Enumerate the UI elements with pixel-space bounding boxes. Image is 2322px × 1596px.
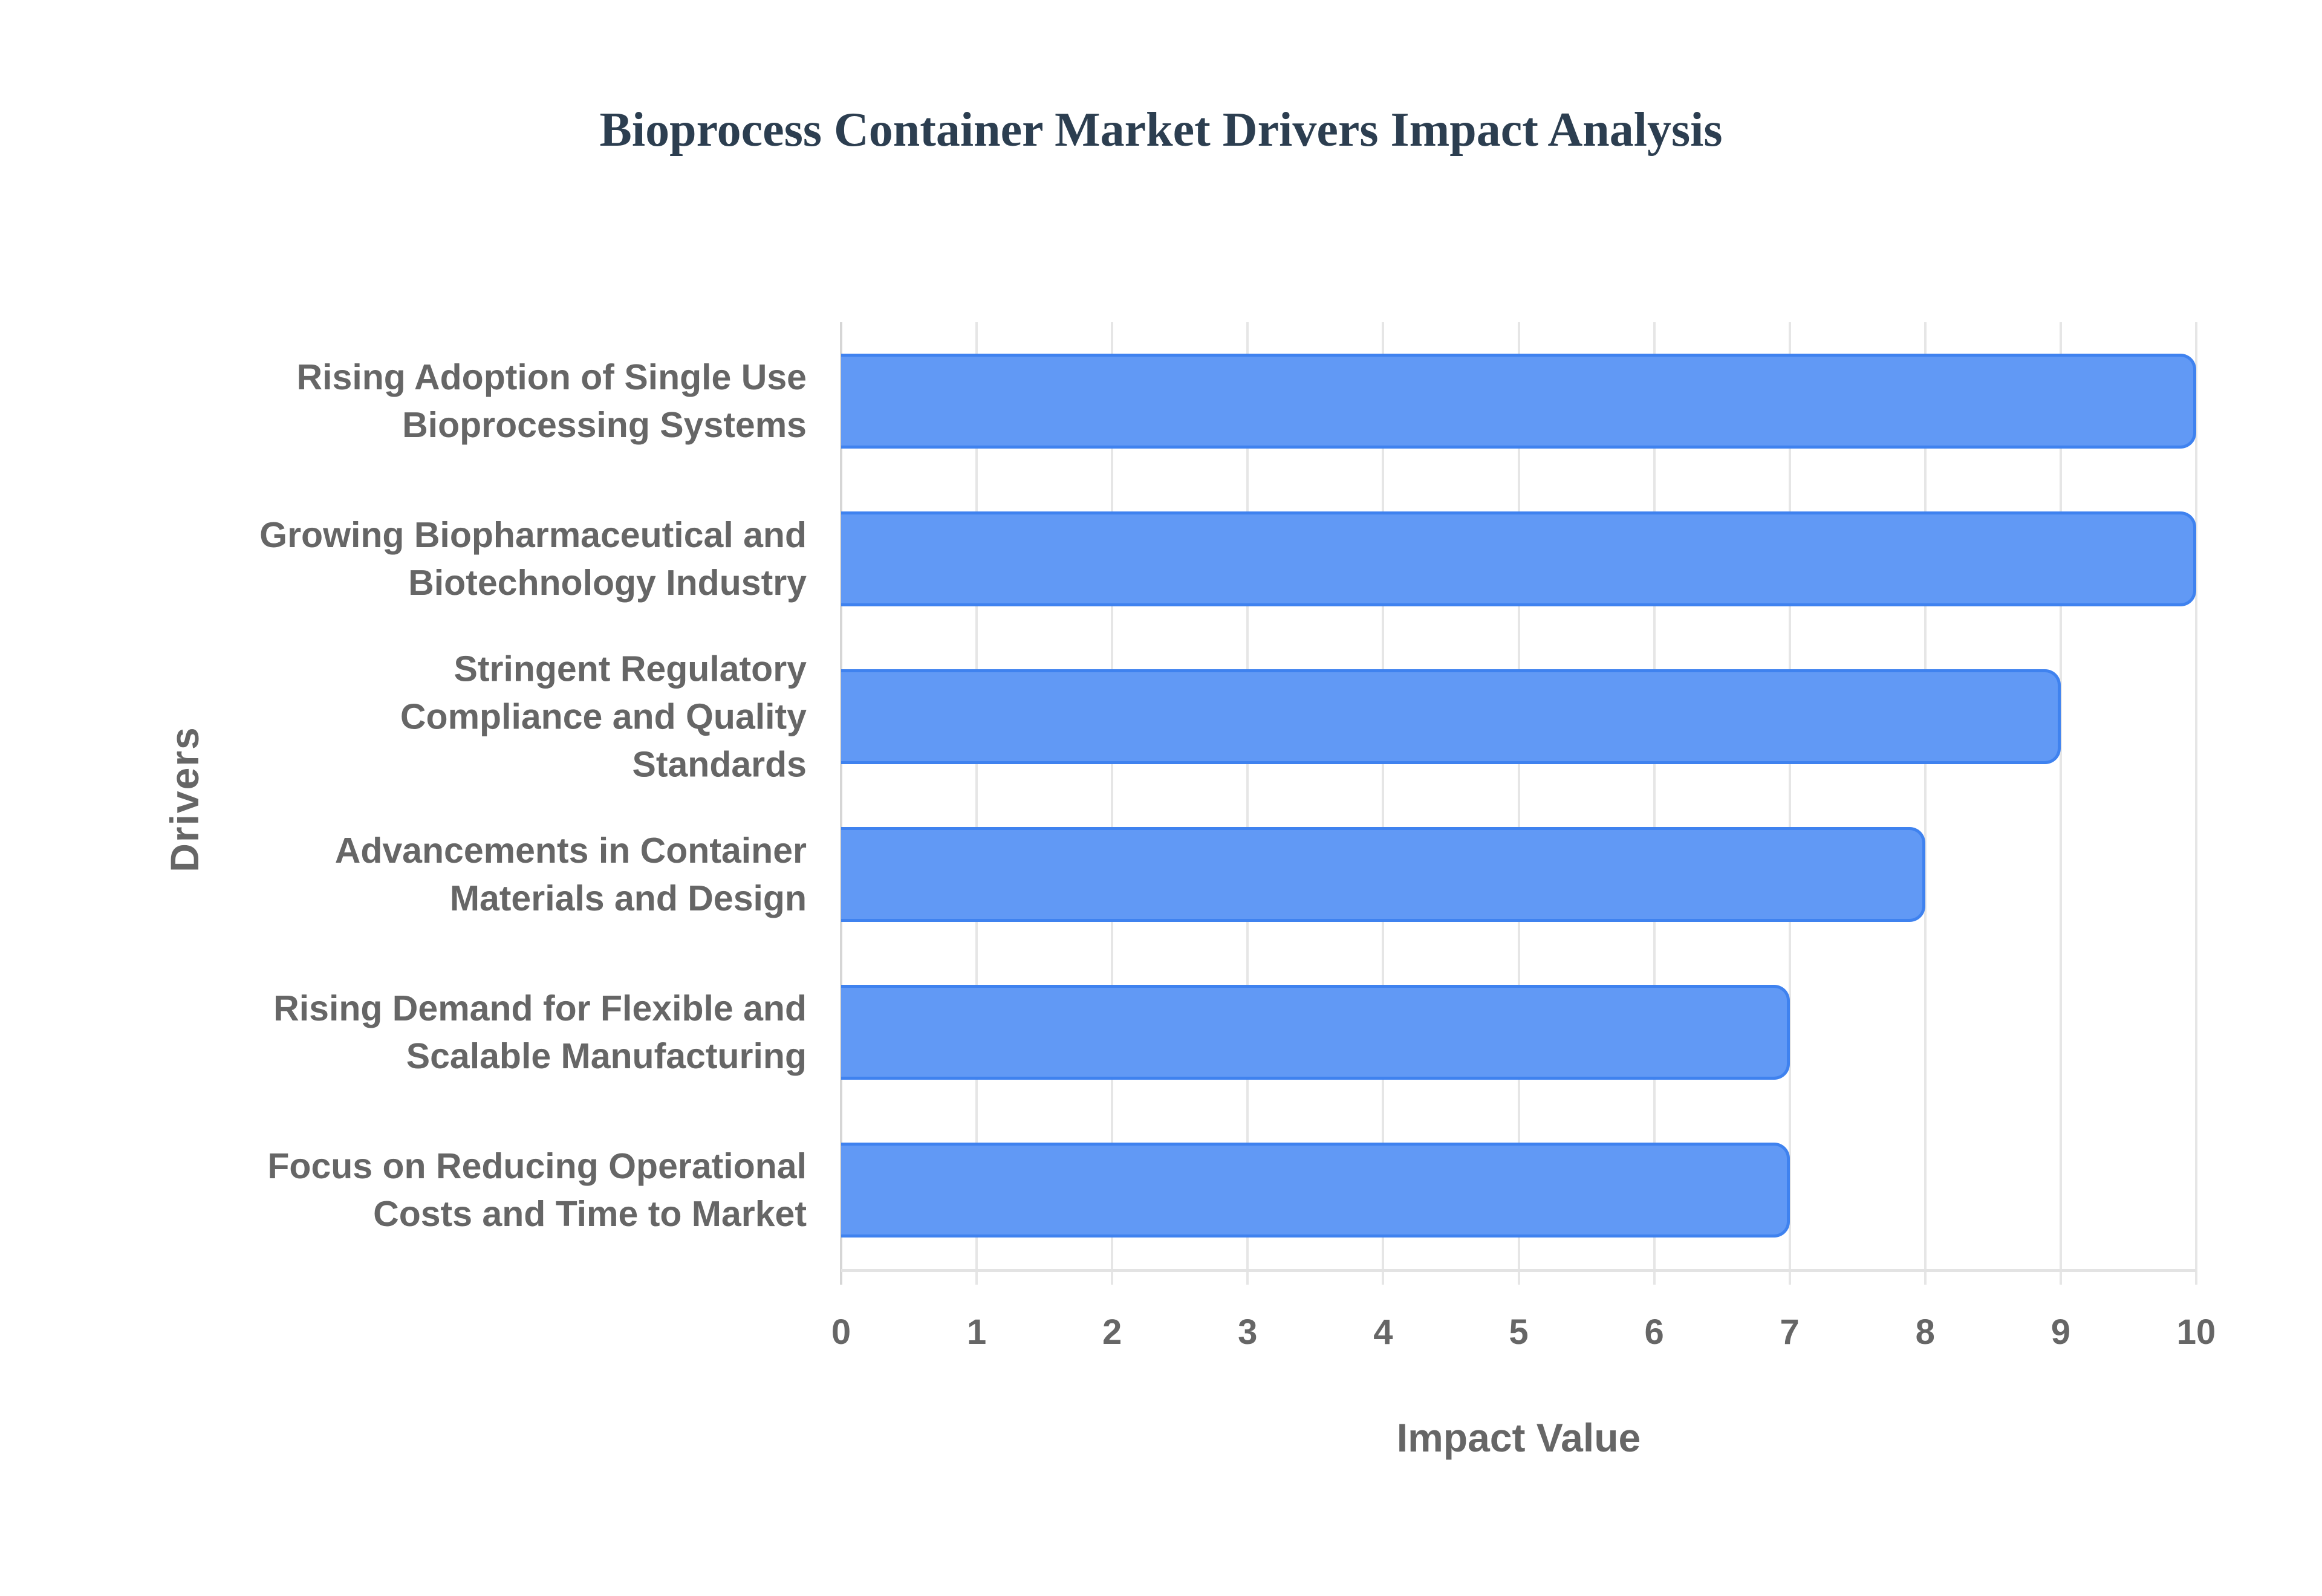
y-tick-label-line: Costs and Time to Market xyxy=(373,1193,807,1234)
gridline xyxy=(1788,322,1791,1285)
y-tick-label-line: Materials and Design xyxy=(449,878,807,918)
x-tick-label: 1 xyxy=(966,1312,987,1352)
gridline xyxy=(1246,322,1249,1285)
x-tick-label: 3 xyxy=(1238,1312,1258,1352)
gridline xyxy=(1924,322,1927,1285)
gridline xyxy=(2195,322,2197,1285)
gridline xyxy=(1111,322,1114,1285)
y-tick-label: Growing Biopharmaceutical and Biotechnolo… xyxy=(141,511,807,607)
y-tick-label: Stringent Regulatory Compliance and Quali… xyxy=(141,645,807,788)
x-tick-label: 9 xyxy=(2050,1312,2071,1352)
bar[interactable] xyxy=(841,669,2061,764)
gridline xyxy=(2059,322,2062,1285)
chart-title: Bioprocess Container Market Drivers Impa… xyxy=(599,103,1723,157)
x-axis-title: Impact Value xyxy=(1396,1415,1641,1460)
y-tick-label-line: Compliance and Quality xyxy=(400,696,807,736)
x-tick-label: 6 xyxy=(1644,1312,1664,1352)
plot-area xyxy=(840,322,2197,1285)
bar[interactable] xyxy=(841,985,1790,1080)
x-tick-label: 7 xyxy=(1780,1312,1800,1352)
y-tick-label-line: Focus on Reducing Operational xyxy=(267,1146,807,1186)
y-tick-label: Rising Adoption of Single Use Bioprocessi… xyxy=(141,354,807,449)
y-tick-label-line: Bioprocessing Systems xyxy=(402,404,807,445)
x-tick-label: 10 xyxy=(2176,1312,2216,1352)
gridline xyxy=(1382,322,1385,1285)
gridline xyxy=(1517,322,1520,1285)
y-tick-label-line: Rising Demand for Flexible and xyxy=(273,988,807,1028)
y-tick-label: Rising Demand for Flexible and Scalable M… xyxy=(141,985,807,1080)
x-axis-line xyxy=(841,1269,2196,1272)
y-tick-label-line: Stringent Regulatory xyxy=(454,649,807,689)
x-tick-label: 8 xyxy=(1915,1312,1935,1352)
y-tick-label: Advancements in Container Materials and D… xyxy=(141,827,807,923)
bar[interactable] xyxy=(841,354,2196,449)
bar[interactable] xyxy=(841,827,1925,922)
y-tick-label: Focus on Reducing Operational Costs and T… xyxy=(141,1143,807,1238)
bar[interactable] xyxy=(841,511,2196,606)
x-tick-label: 5 xyxy=(1509,1312,1529,1352)
gridline xyxy=(975,322,978,1285)
y-tick-label-line: Standards xyxy=(632,744,807,784)
bar[interactable] xyxy=(841,1143,1790,1238)
x-tick-label: 4 xyxy=(1373,1312,1393,1352)
x-tick-label: 0 xyxy=(831,1312,851,1352)
y-tick-label-line: Scalable Manufacturing xyxy=(406,1036,807,1076)
y-tick-label-line: Biotechnology Industry xyxy=(408,562,807,603)
y-tick-label-line: Growing Biopharmaceutical and xyxy=(259,514,807,555)
y-tick-label-line: Advancements in Container xyxy=(334,830,807,871)
gridline xyxy=(840,322,842,1285)
gridline xyxy=(1653,322,1656,1285)
x-tick-label: 2 xyxy=(1102,1312,1122,1352)
y-tick-label-line: Rising Adoption of Single Use xyxy=(296,357,807,397)
